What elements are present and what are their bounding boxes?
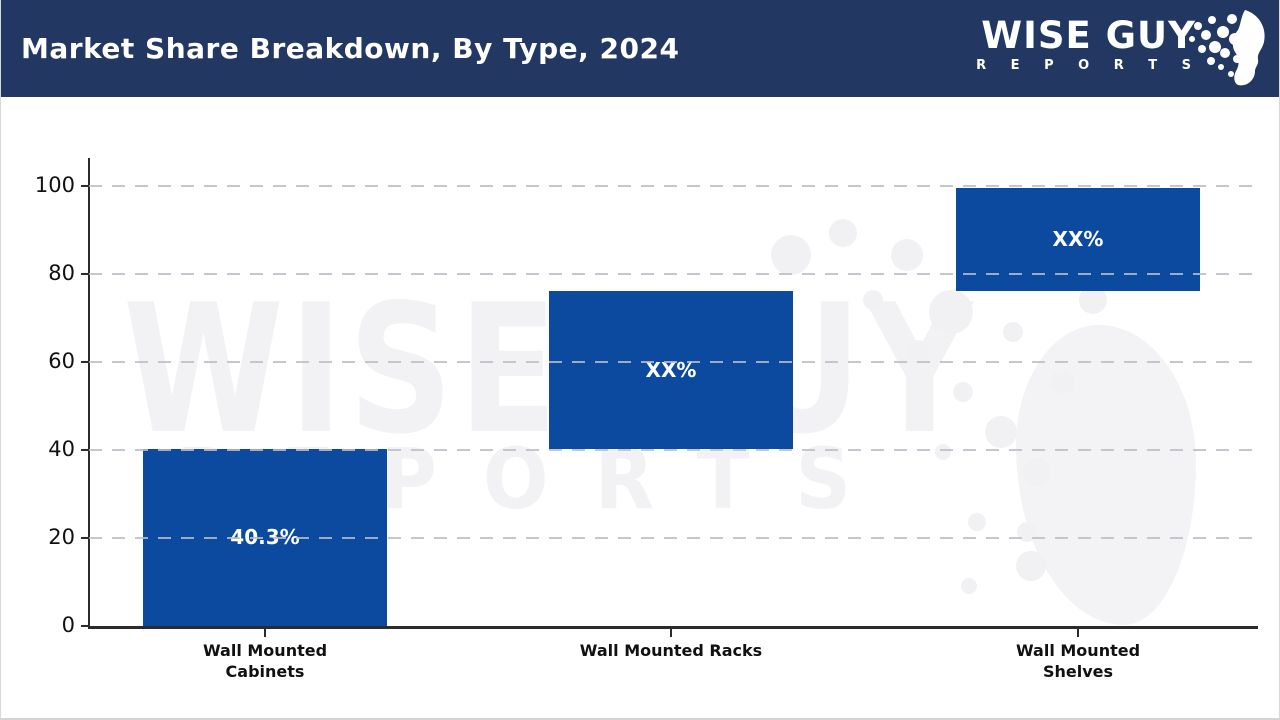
y-tick-label-20: 20 — [48, 525, 75, 549]
gridline-20 — [89, 537, 1257, 539]
watermark-dot — [829, 219, 857, 247]
watermark-dot — [1016, 551, 1046, 581]
wise-guy-reports-logo: WISE GUY R E P O R T S — [976, 6, 1265, 92]
y-tick-label-80: 80 — [48, 261, 75, 285]
y-tick-label-100: 100 — [34, 173, 75, 197]
y-tick-mark-60 — [81, 361, 88, 363]
y-tick-mark-20 — [81, 537, 88, 539]
y-tick-mark-80 — [81, 273, 88, 275]
x-tick-mark-1 — [264, 629, 266, 637]
y-tick-label-40: 40 — [48, 437, 75, 461]
watermark-dot — [968, 513, 986, 531]
watermark-dot — [771, 235, 811, 275]
dotted-face-icon — [1189, 10, 1265, 86]
bar-wall-mounted-racks: XX% — [549, 291, 793, 449]
watermark-dot — [863, 290, 883, 310]
gridline-100 — [89, 185, 1257, 187]
watermark-dot — [891, 239, 923, 271]
logo-text: WISE GUY R E P O R T S — [976, 16, 1201, 74]
watermark-dot — [961, 578, 977, 594]
y-tick-label-60: 60 — [48, 349, 75, 373]
watermark-dot — [953, 382, 973, 402]
watermark-face-silhouette — [1016, 325, 1196, 625]
watermark-dot — [935, 444, 951, 460]
watermark-dot — [1017, 522, 1037, 542]
watermark-dot — [1051, 370, 1075, 394]
y-tick-mark-40 — [81, 449, 88, 451]
gridline-40 — [89, 449, 1257, 451]
header-band: Market Share Breakdown, By Type, 2024 WI… — [1, 0, 1279, 97]
y-axis-line — [88, 158, 90, 628]
bar-value-label: XX% — [1052, 227, 1104, 252]
gridline-80 — [89, 273, 1257, 275]
watermark-dot — [985, 416, 1017, 448]
gridline-60 — [89, 361, 1257, 363]
x-tick-mark-2 — [670, 629, 672, 637]
logo-wordmark: WISE GUY — [981, 14, 1196, 57]
page-title: Market Share Breakdown, By Type, 2024 — [21, 32, 680, 65]
watermark-dot — [929, 290, 973, 334]
x-category-label-2: Wall Mounted Racks — [579, 641, 763, 660]
x-axis-line — [88, 626, 1258, 629]
x-category-label-3: Wall Mounted Shelves — [1015, 641, 1141, 681]
y-tick-label-0: 0 — [61, 613, 75, 637]
y-tick-mark-0 — [81, 625, 88, 627]
y-tick-mark-100 — [81, 185, 88, 187]
x-tick-mark-3 — [1077, 629, 1079, 637]
watermark-dot — [1023, 458, 1051, 486]
x-category-label-1: Wall Mounted Cabinets — [202, 641, 328, 681]
bar-wall-mounted-shelves: XX% — [956, 187, 1200, 292]
watermark-dot — [1003, 322, 1023, 342]
logo-subtitle: R E P O R T S — [976, 58, 1201, 73]
